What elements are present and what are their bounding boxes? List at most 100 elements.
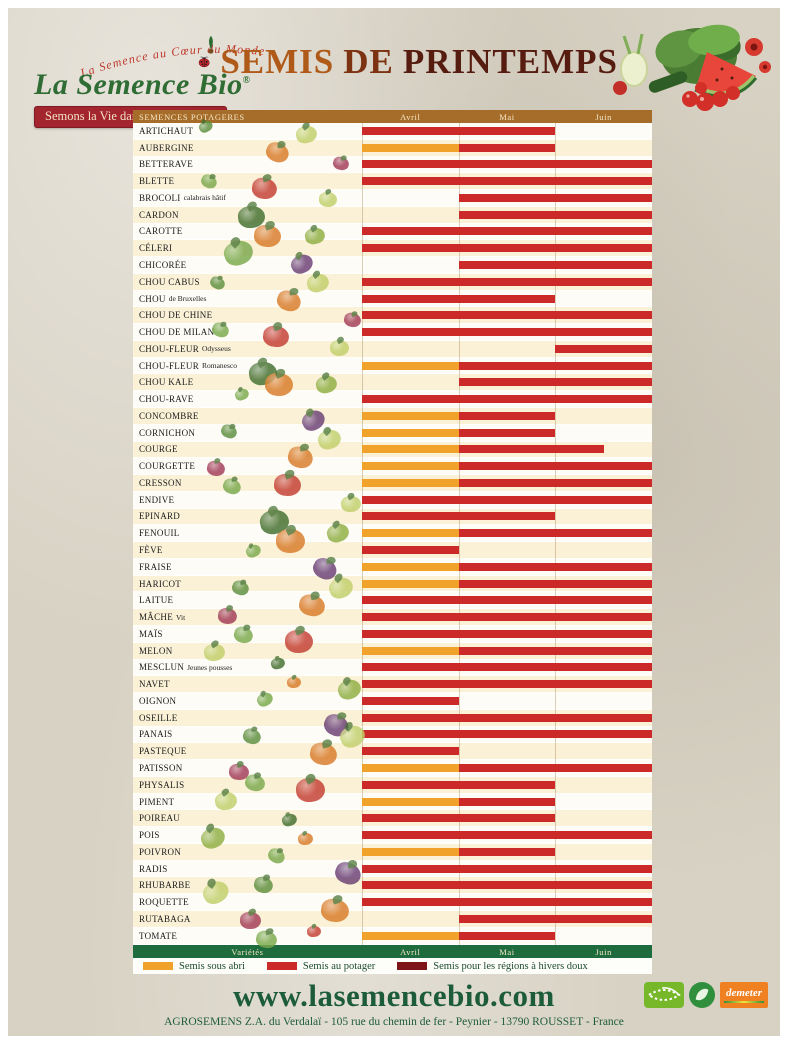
sowing-bar-potager <box>458 193 652 202</box>
sowing-bar-potager <box>362 546 459 555</box>
row-label: CORNICHON <box>133 425 362 441</box>
table-row: ENDIVE <box>133 491 652 509</box>
table-row: PATISSON <box>133 760 652 777</box>
table-row: CHOU-RAVE <box>133 391 652 409</box>
row-bars <box>362 291 652 307</box>
table-row: CARDON <box>133 206 652 224</box>
sowing-bar-abri <box>362 763 459 772</box>
row-bars <box>362 224 652 240</box>
row-bars <box>362 123 652 139</box>
row-bars <box>362 609 652 625</box>
vegetable-name: LAITUE <box>139 595 174 606</box>
table-row: CAROTTE <box>133 223 652 241</box>
vegetable-name: COURGETTE <box>139 461 196 472</box>
title-word: PRINTEMPS <box>402 42 618 81</box>
table-row: FRAISE <box>133 558 652 576</box>
row-bars <box>362 190 652 206</box>
row-label: POIREAU <box>133 810 362 826</box>
row-label: CARDON <box>133 207 362 223</box>
vegetable-name: TOMATE <box>139 930 178 941</box>
row-bars <box>362 475 652 491</box>
vegetable-name: CONCOMBRE <box>139 410 199 421</box>
legend-label-potager: Semis au potager <box>302 960 376 972</box>
sowing-bar-potager <box>362 613 652 622</box>
vegetable-variety: Romanesco <box>202 361 238 371</box>
table-row: RUTABAGA <box>133 910 652 928</box>
sowing-bar-potager <box>362 177 652 186</box>
row-bars <box>362 274 652 290</box>
table-row: CHICORÉE <box>133 257 652 274</box>
sowing-bar-potager <box>458 462 652 471</box>
sowing-bar-abri <box>362 411 459 420</box>
row-label: PHYSALIS <box>133 777 362 793</box>
row-label: MAÏS <box>133 626 362 642</box>
row-label: ARTICHAUT <box>133 123 362 139</box>
sowing-bar-potager <box>458 579 652 588</box>
legend-label-hivers-doux: Semis pour les régions à hivers doux <box>433 960 588 972</box>
vegetable-variety: Jeunes pousses <box>187 662 233 672</box>
title-word: DE <box>343 42 394 81</box>
row-bars <box>362 374 652 390</box>
table-row: MELON <box>133 642 652 660</box>
vegetable-variety: calabrais hâtif <box>183 193 226 203</box>
row-label: PIMENT <box>133 794 362 810</box>
table-row: CRESSON <box>133 475 652 492</box>
table-row: HARICOT <box>133 575 652 593</box>
table-row: CÉLERI <box>133 240 652 258</box>
row-label: OIGNON <box>133 693 362 709</box>
sowing-bar-potager <box>458 931 556 940</box>
table-row: BLETTE <box>133 173 652 191</box>
vegetable-name: MAÏS <box>139 628 163 639</box>
row-bars <box>362 458 652 474</box>
row-bars <box>362 710 652 726</box>
row-label: CRESSON <box>133 475 362 491</box>
sowing-bar-potager <box>458 763 652 772</box>
row-label: COURGETTE <box>133 458 362 474</box>
row-label: OSEILLE <box>133 710 362 726</box>
vegetable-name: PHYSALIS <box>139 779 185 790</box>
row-bars <box>362 810 652 826</box>
row-bars <box>362 425 652 441</box>
row-bars <box>362 844 652 860</box>
sowing-bar-potager <box>458 478 652 487</box>
page-title: SEMIS DE PRINTEMPS <box>220 42 618 82</box>
sowing-bar-potager <box>362 311 652 320</box>
legend-item-abri: Semis sous abri <box>143 961 245 972</box>
vegetable-name: CÉLERI <box>139 243 173 254</box>
sowing-bar-abri <box>362 847 459 856</box>
sowing-bar-abri <box>362 579 459 588</box>
table-row: CHOU DE MILAN <box>133 324 652 341</box>
table-row: PHYSALIS <box>133 776 652 794</box>
row-label: EPINARD <box>133 509 362 525</box>
vegetable-name: FENOUIL <box>139 528 180 539</box>
table-row: PANAIS <box>133 726 652 744</box>
row-bars <box>362 542 652 558</box>
table-row: FENOUIL <box>133 525 652 543</box>
sowing-bar-potager <box>362 747 459 756</box>
table-row: CONCOMBRE <box>133 408 652 425</box>
row-bars <box>362 240 652 256</box>
vegetable-name: PATISSON <box>139 762 183 773</box>
sowing-bar-potager <box>458 646 652 655</box>
table-row: RHUBARBE <box>133 877 652 895</box>
vegetable-name: FÈVE <box>139 545 163 556</box>
vegetable-name: BETTERAVE <box>139 159 194 170</box>
vegetable-name: RHUBARBE <box>139 880 191 891</box>
legend-swatch-hivers-doux <box>397 962 428 970</box>
sowing-bar-abri <box>362 462 459 471</box>
row-bars <box>362 877 652 893</box>
vegetable-name: POIS <box>139 830 160 841</box>
sowing-bar-abri <box>362 562 459 571</box>
sowing-bar-potager <box>458 797 556 806</box>
sowing-bar-potager <box>362 696 459 705</box>
month-footer-mai: Mai <box>499 946 515 957</box>
sowing-bar-potager <box>362 596 652 605</box>
ladybug-icon <box>198 56 210 68</box>
vegetable-variety: de Bruxelles <box>168 294 207 304</box>
brand-name: La Semence Bio® <box>34 70 364 100</box>
sowing-bar-potager <box>458 562 652 571</box>
row-bars <box>362 408 652 424</box>
sowing-bar-potager <box>555 344 652 353</box>
row-label: CHOU CABUS <box>133 274 362 290</box>
certification-logos: demeter <box>644 982 768 1008</box>
